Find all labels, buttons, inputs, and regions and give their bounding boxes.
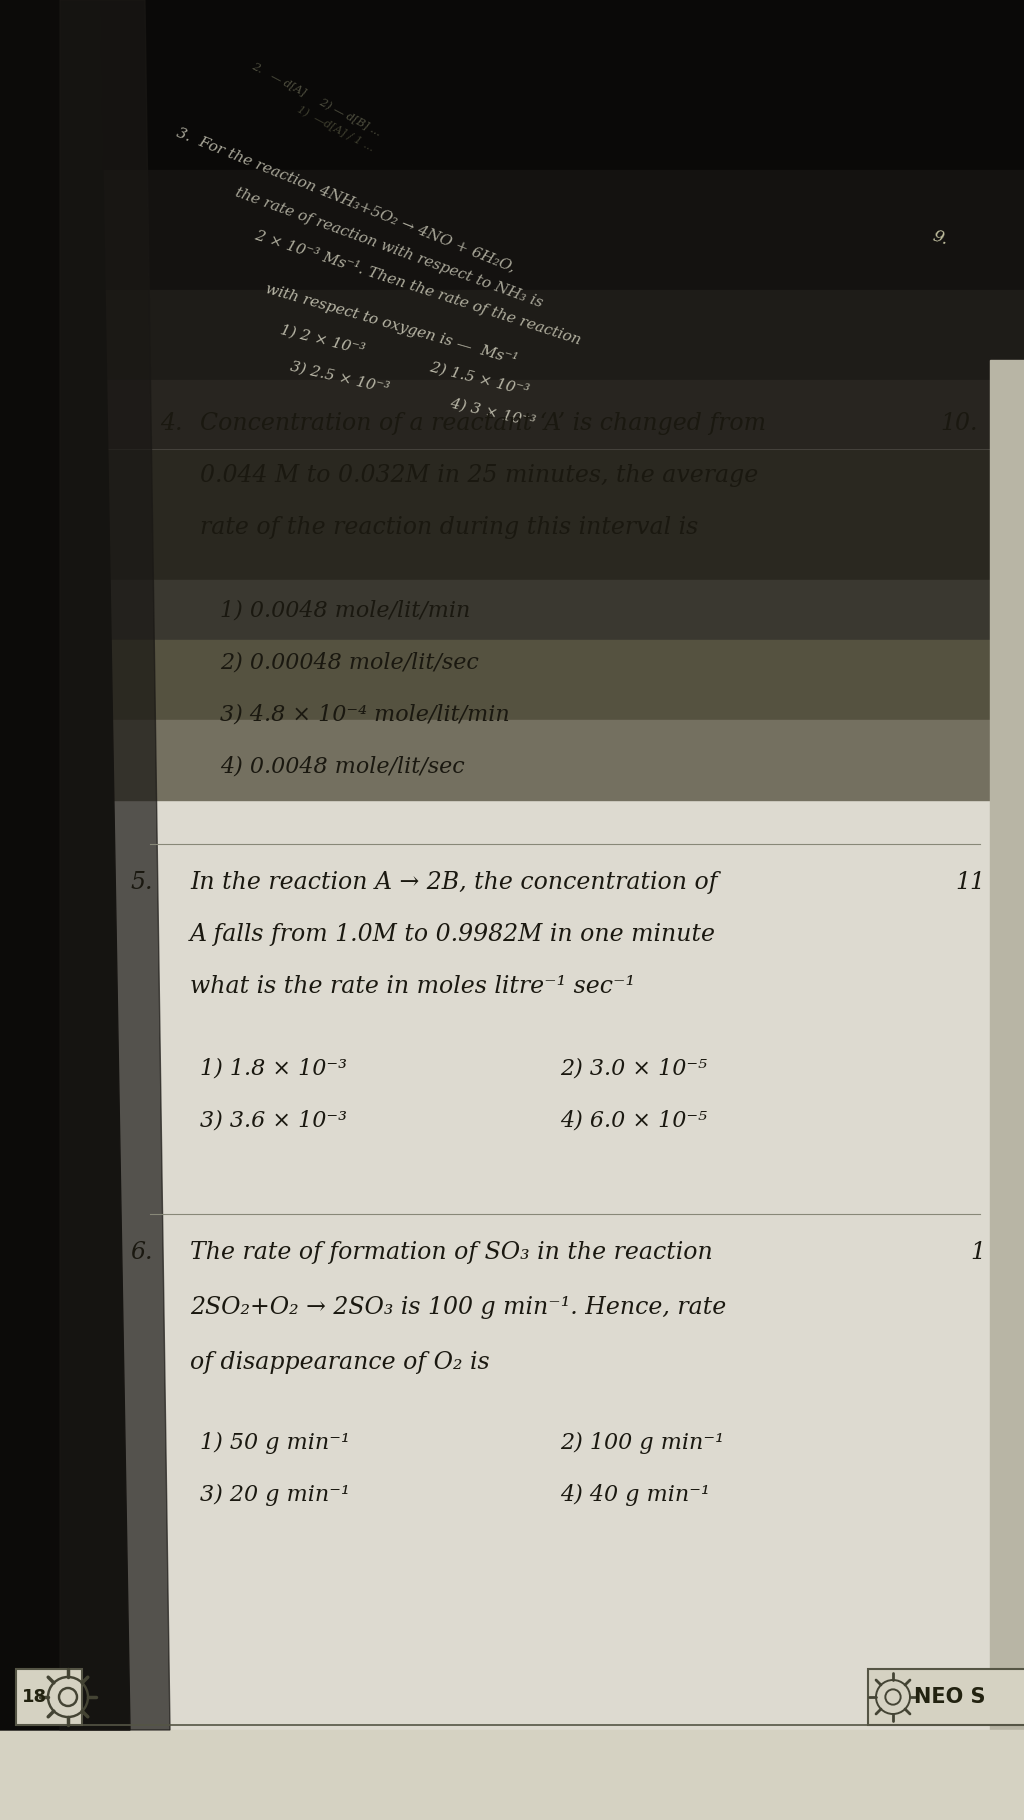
Text: 1: 1 [970,1241,985,1265]
Text: 1) 50 g min⁻¹: 1) 50 g min⁻¹ [200,1432,350,1454]
Text: The rate of formation of SO₃ in the reaction: The rate of formation of SO₃ in the reac… [190,1241,713,1265]
Text: 2 × 10⁻³ Ms⁻¹. Then the rate of the reaction: 2 × 10⁻³ Ms⁻¹. Then the rate of the reac… [234,222,583,348]
Bar [0,169,1024,289]
Text: 3.  For the reaction 4NH₃+5O₂ → 4NO + 6H₂O,: 3. For the reaction 4NH₃+5O₂ → 4NO + 6H₂… [175,126,517,275]
Bar [60,721,1020,801]
Text: 1) 0.0048 mole/lit/min: 1) 0.0048 mole/lit/min [220,599,470,621]
Text: with respect to oxygen is —  Ms⁻¹: with respect to oxygen is — Ms⁻¹ [245,277,519,368]
FancyBboxPatch shape [868,1669,1024,1725]
Text: 4.: 4. [160,411,182,435]
Text: 3) 2.5 × 10⁻³             4) 3 × 10⁻³: 3) 2.5 × 10⁻³ 4) 3 × 10⁻³ [270,355,537,430]
Text: 4) 6.0 × 10⁻⁵: 4) 6.0 × 10⁻⁵ [560,1110,707,1132]
Text: 1) 1.8 × 10⁻³: 1) 1.8 × 10⁻³ [200,1057,347,1079]
Text: 10.: 10. [940,411,978,435]
Text: 3) 3.6 × 10⁻³: 3) 3.6 × 10⁻³ [200,1110,347,1132]
FancyBboxPatch shape [16,1669,82,1725]
Text: In the reaction A → 2B, the concentration of: In the reaction A → 2B, the concentratio… [190,872,718,894]
Text: 2SO₂+O₂ → 2SO₃ is 100 g min⁻¹. Hence, rate: 2SO₂+O₂ → 2SO₃ is 100 g min⁻¹. Hence, ra… [190,1296,726,1320]
Text: what is the rate in moles litre⁻¹ sec⁻¹: what is the rate in moles litre⁻¹ sec⁻¹ [190,976,635,997]
Text: 5.: 5. [130,872,153,894]
Text: 1)  —d[A] / 1 ...: 1) —d[A] / 1 ... [280,96,376,153]
Bar [60,450,1020,1731]
Bar [990,360,1024,1731]
Text: 4) 0.0048 mole/lit/sec: 4) 0.0048 mole/lit/sec [220,755,465,777]
Text: of disappearance of O₂ is: of disappearance of O₂ is [190,1350,489,1374]
Text: Concentration of a reactant ‘A’ is changed from: Concentration of a reactant ‘A’ is chang… [200,411,766,435]
Text: NEO S: NEO S [914,1687,986,1707]
Text: 3) 20 g min⁻¹: 3) 20 g min⁻¹ [200,1483,350,1505]
Text: 0.044 M to 0.032M in 25 minutes, the average: 0.044 M to 0.032M in 25 minutes, the ave… [200,464,758,488]
Polygon shape [60,0,170,1731]
Bar [60,641,1020,721]
Text: rate of the reaction during this interval is: rate of the reaction during this interva… [200,517,698,539]
Text: A falls from 1.0M to 0.9982M in one minute: A falls from 1.0M to 0.9982M in one minu… [190,923,716,946]
Text: the rate of reaction with respect to NH₃ is: the rate of reaction with respect to NH₃… [215,180,545,311]
Bar [0,289,1024,380]
Text: 6.: 6. [130,1241,153,1265]
Bar [60,450,1020,581]
Text: 3) 4.8 × 10⁻⁴ mole/lit/min: 3) 4.8 × 10⁻⁴ mole/lit/min [220,703,510,724]
Text: 18: 18 [23,1687,47,1705]
Text: 2) 100 g min⁻¹: 2) 100 g min⁻¹ [560,1432,724,1454]
Bar [0,0,1024,169]
Text: 9.: 9. [930,228,950,249]
Bar [0,380,1024,450]
Text: 2) 3.0 × 10⁻⁵: 2) 3.0 × 10⁻⁵ [560,1057,707,1079]
Text: 11: 11 [955,872,985,894]
Text: 2.   — d[A]     2) — d[B] ...: 2. — d[A] 2) — d[B] ... [250,62,383,138]
Bar [0,1731,1024,1820]
Text: 2) 0.00048 mole/lit/sec: 2) 0.00048 mole/lit/sec [220,652,479,673]
Polygon shape [0,0,130,1731]
Bar [60,581,1020,641]
Text: 4) 40 g min⁻¹: 4) 40 g min⁻¹ [560,1483,710,1505]
Text: 1) 2 × 10⁻³              2) 1.5 × 10⁻³: 1) 2 × 10⁻³ 2) 1.5 × 10⁻³ [260,318,530,399]
